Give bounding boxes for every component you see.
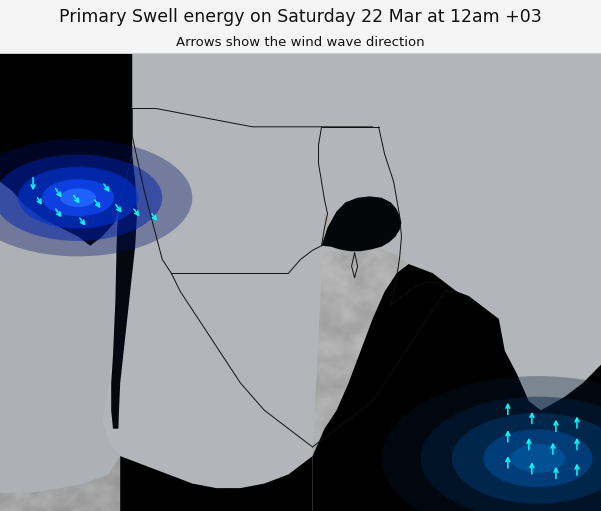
Ellipse shape (510, 444, 565, 473)
Polygon shape (0, 54, 132, 246)
Polygon shape (102, 54, 601, 488)
Text: Arrows show the wind wave direction: Arrows show the wind wave direction (176, 36, 425, 50)
Text: Primary Swell energy on Saturday 22 Mar at 12am +03: Primary Swell energy on Saturday 22 Mar … (59, 8, 542, 26)
Polygon shape (0, 54, 132, 493)
Ellipse shape (18, 167, 138, 228)
Polygon shape (111, 154, 137, 429)
Ellipse shape (0, 139, 192, 257)
Ellipse shape (0, 154, 162, 241)
Ellipse shape (60, 189, 96, 207)
Ellipse shape (483, 430, 593, 487)
Ellipse shape (382, 376, 601, 511)
Ellipse shape (421, 397, 601, 511)
Polygon shape (322, 196, 401, 251)
Polygon shape (120, 456, 313, 511)
Polygon shape (313, 264, 601, 511)
Ellipse shape (42, 179, 114, 216)
Ellipse shape (452, 413, 601, 504)
